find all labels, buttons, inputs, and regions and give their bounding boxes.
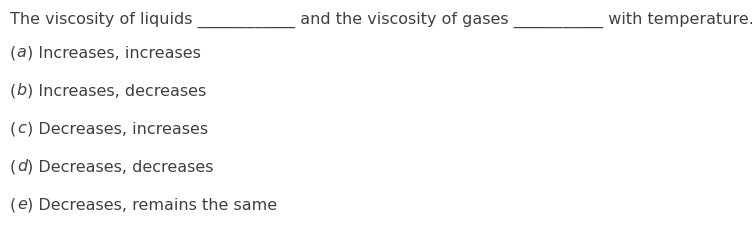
Text: ) Increases, increases: ) Increases, increases: [26, 45, 201, 60]
Text: (: (: [10, 197, 17, 212]
Text: The viscosity of liquids ____________ and the viscosity of gases ___________ wit: The viscosity of liquids ____________ an…: [10, 12, 752, 28]
Text: d: d: [17, 159, 27, 174]
Text: ) Increases, decreases: ) Increases, decreases: [26, 83, 206, 98]
Text: ) Decreases, remains the same: ) Decreases, remains the same: [26, 197, 277, 212]
Text: (: (: [10, 45, 17, 60]
Text: a: a: [17, 45, 26, 60]
Text: (: (: [10, 159, 17, 174]
Text: (: (: [10, 83, 17, 98]
Text: ) Decreases, decreases: ) Decreases, decreases: [26, 159, 213, 174]
Text: c: c: [17, 121, 26, 136]
Text: ) Decreases, increases: ) Decreases, increases: [26, 121, 208, 136]
Text: e: e: [17, 197, 26, 212]
Text: (: (: [10, 121, 17, 136]
Text: b: b: [17, 83, 27, 98]
